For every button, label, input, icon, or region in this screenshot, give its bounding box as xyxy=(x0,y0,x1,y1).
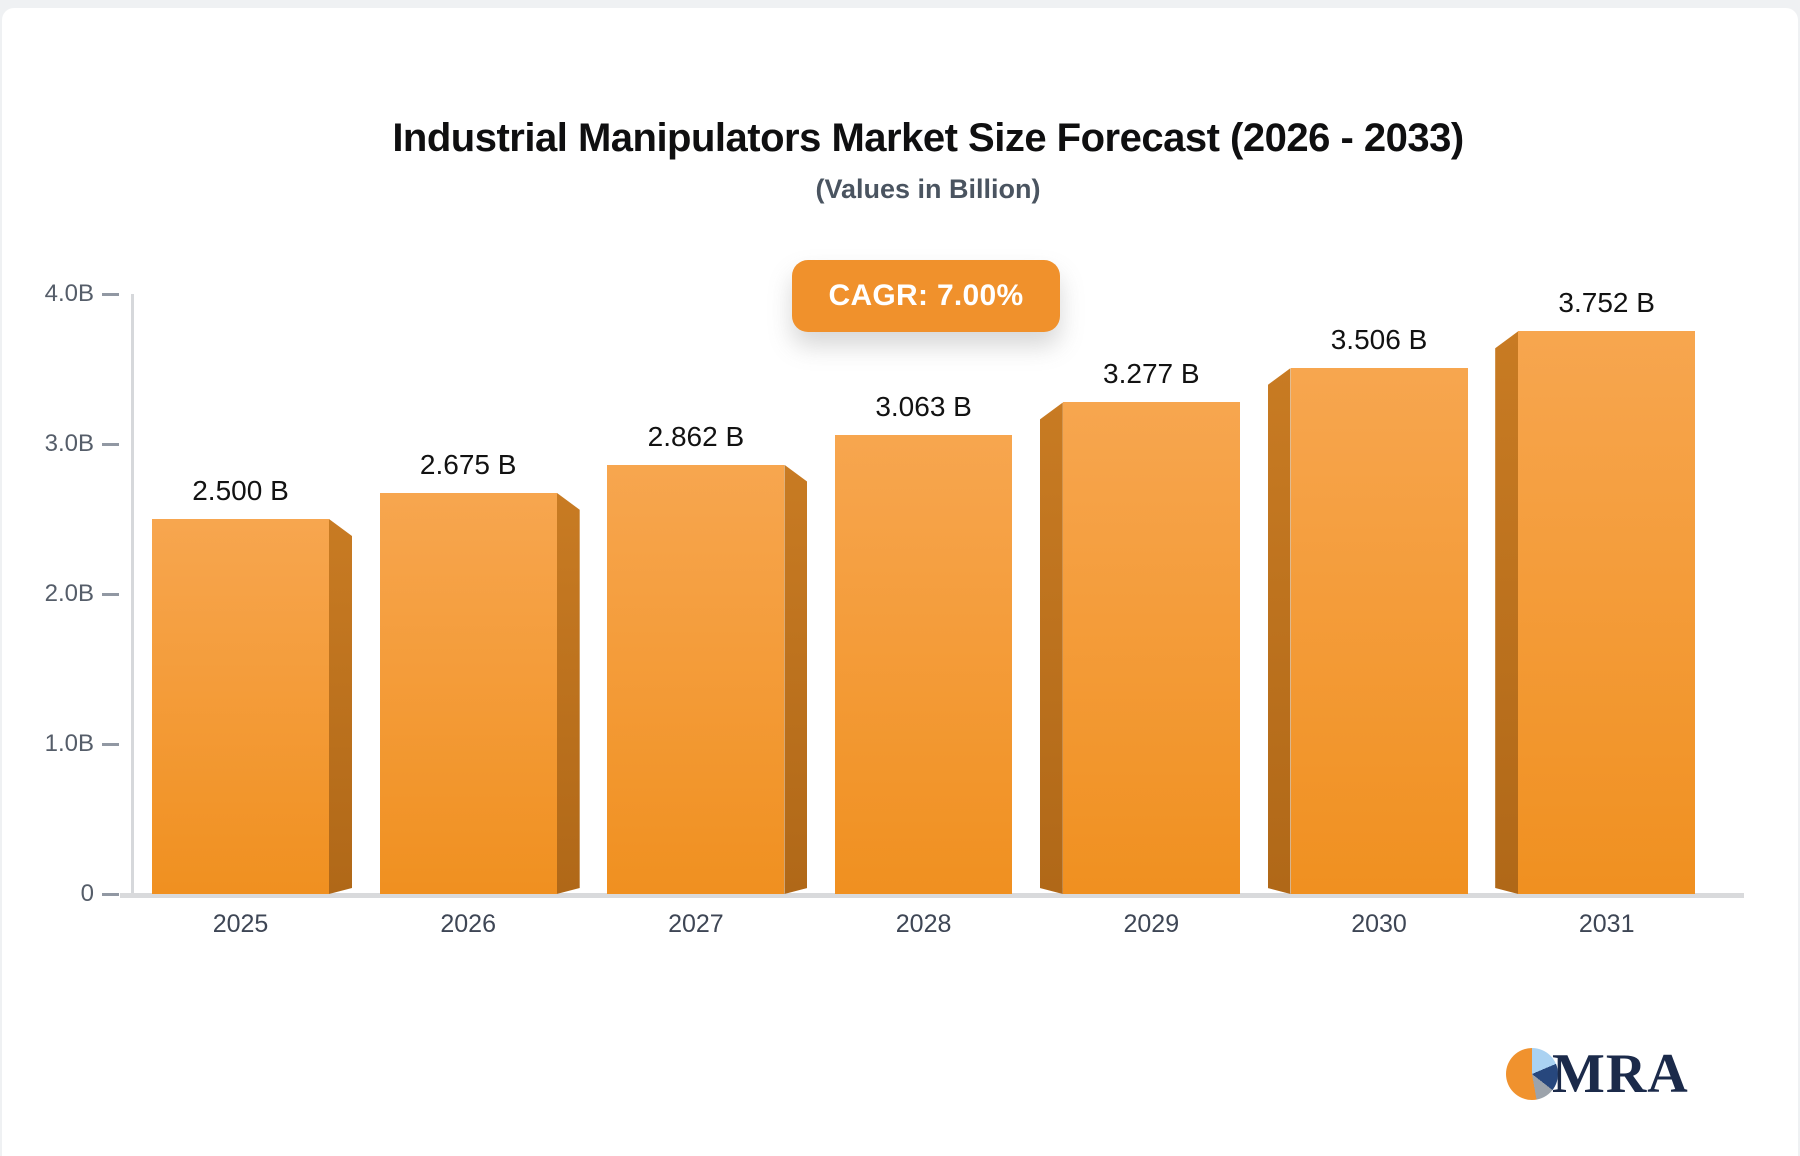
bar-value-label: 2.500 B xyxy=(192,475,289,506)
bar-side-2027 xyxy=(784,465,807,894)
x-tick-label: 2025 xyxy=(212,910,269,938)
bar-side-2031 xyxy=(1495,331,1518,894)
y-tick-label: 0 xyxy=(80,880,94,907)
bar-value-label: 3.752 B xyxy=(1558,287,1655,319)
bar-side-2025 xyxy=(329,519,352,894)
cagr-badge: CAGR: 7.00% xyxy=(792,260,1060,332)
bar-value-label: 2.675 B xyxy=(419,448,517,480)
y-tick-mark xyxy=(102,593,119,596)
y-tick-mark xyxy=(102,443,119,446)
pie-chart-icon xyxy=(1506,1048,1558,1100)
bar-2030 xyxy=(1290,368,1468,894)
brand-name: MRA xyxy=(1552,1043,1689,1105)
y-tick-mark xyxy=(102,743,119,746)
y-tick-label: 2.0B xyxy=(44,580,94,607)
bar-side-2030 xyxy=(1268,368,1291,894)
bar-value-label: 3.277 B xyxy=(1103,358,1200,390)
y-tick-mark xyxy=(102,893,119,896)
x-tick-label: 2027 xyxy=(668,910,724,938)
bar-side-2029 xyxy=(1040,402,1063,894)
bar-2027 xyxy=(607,464,785,894)
bar-2029 xyxy=(1062,402,1240,894)
bar-2028 xyxy=(835,434,1013,894)
x-axis-line xyxy=(120,893,1744,898)
y-tick-label: 4.0B xyxy=(44,280,94,307)
chart-card: Industrial Manipulators Market Size Fore… xyxy=(2,8,1798,1156)
bar-value-label: 3.506 B xyxy=(1330,324,1428,356)
bar-value-label: 3.063 B xyxy=(875,390,972,422)
bar-side-2026 xyxy=(557,493,580,894)
bar-2031 xyxy=(1518,331,1696,894)
y-tick-label: 1.0B xyxy=(44,730,94,757)
brand-logo: MRA xyxy=(1506,1043,1689,1105)
bar-2025 xyxy=(152,519,329,894)
y-tick-label: 3.0B xyxy=(44,430,94,457)
cagr-badge-label: CAGR: 7.00% xyxy=(828,279,1024,312)
page-subtitle: (Values in Billion) xyxy=(815,174,1041,204)
x-tick-label: 2030 xyxy=(1351,910,1407,938)
bar-2026 xyxy=(379,492,557,894)
x-tick-label: 2026 xyxy=(440,910,496,938)
x-tick-label: 2031 xyxy=(1578,910,1635,938)
page-title: Industrial Manipulators Market Size Fore… xyxy=(392,116,1464,160)
x-tick-label: 2028 xyxy=(895,910,952,938)
bar-value-label: 2.862 B xyxy=(647,420,745,452)
x-tick-label: 2029 xyxy=(1123,910,1180,938)
y-tick-mark xyxy=(102,293,119,296)
y-axis-line xyxy=(131,294,134,897)
